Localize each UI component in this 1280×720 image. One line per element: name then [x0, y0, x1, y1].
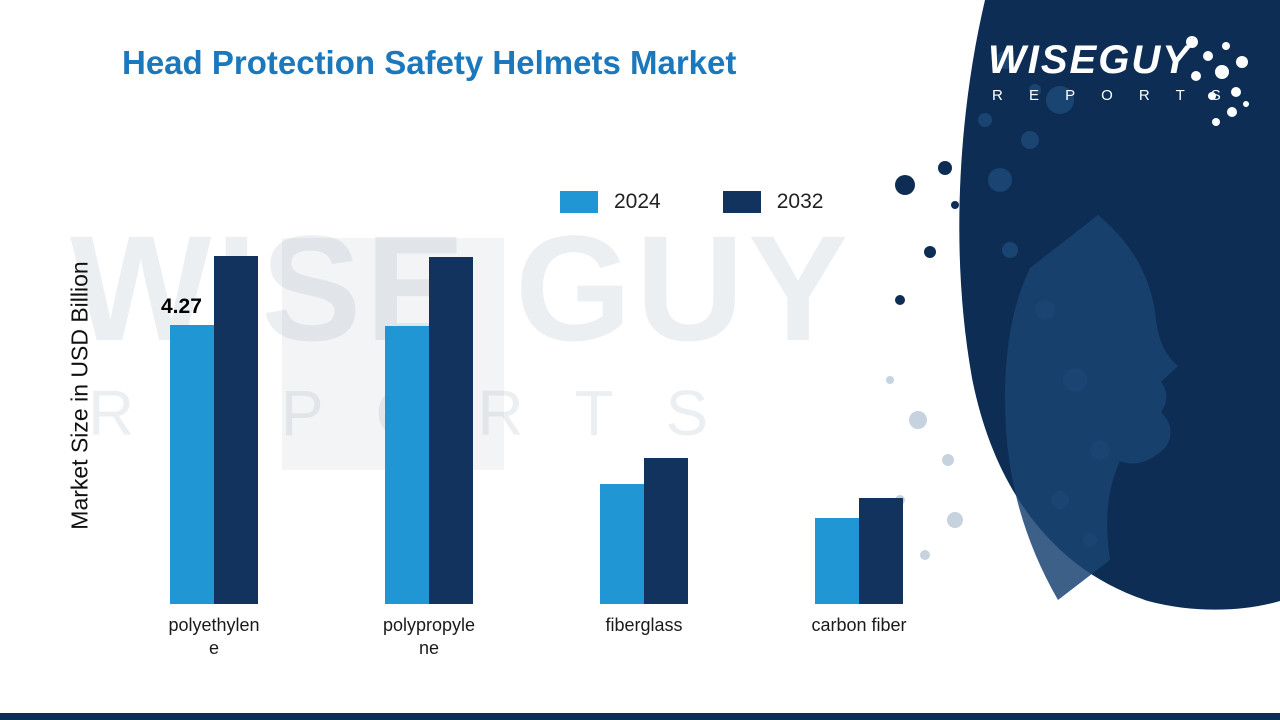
bar-2032-polyethylene[interactable]: [214, 255, 258, 604]
bar-group-polypropylene: [385, 257, 473, 604]
legend-swatch-2024: [560, 191, 598, 213]
chart-legend: 2024 2032: [560, 190, 823, 214]
bar-group-polyethylene: 4.27: [161, 255, 258, 604]
bar-chart-plot-area: 4.27 polyethylene polypropylene fiberglass c…: [130, 244, 960, 658]
bar-2032-polypropylene[interactable]: [429, 257, 473, 604]
legend-label-2024: 2024: [614, 190, 661, 213]
bar-value-label: 4.27: [161, 294, 202, 318]
category-label-carbon-fiber: carbon fiber: [811, 615, 907, 635]
bottom-accent-bar: [0, 713, 1280, 720]
legend-swatch-2032: [722, 191, 761, 213]
legend-label-2032: 2032: [776, 190, 824, 213]
page-title: Head Protection Safety Helmets Market: [122, 44, 737, 81]
legend-item-2024[interactable]: 2024: [560, 190, 661, 214]
bar-2032-fiberglass[interactable]: [644, 458, 688, 604]
wise-guy-reports-logo: WISEGUY R E P O R T S: [988, 38, 1232, 104]
category-label-fiberglass: fiberglass: [605, 615, 683, 635]
logo-wiseguy-text: WISEGUY: [988, 38, 1191, 82]
logo-reports-text: R E P O R T S: [992, 87, 1232, 104]
y-axis-label: Market Size in USD Billion: [66, 261, 93, 530]
bar-2024-fiberglass[interactable]: [600, 484, 644, 604]
category-label-polypropylene: polypropylene: [382, 615, 476, 658]
bar-2032-carbon-fiber[interactable]: [859, 498, 903, 604]
legend-item-2032[interactable]: 2032: [722, 190, 824, 214]
bar-2024-polyethylene[interactable]: 4.27: [161, 295, 214, 604]
bar-group-fiberglass: [600, 458, 688, 604]
bar-group-carbon-fiber: [815, 498, 903, 604]
bar-2024-polypropylene[interactable]: [385, 325, 429, 604]
bar-2024-carbon-fiber[interactable]: [815, 518, 859, 604]
category-label-polyethylene: polyethylene: [168, 615, 260, 658]
